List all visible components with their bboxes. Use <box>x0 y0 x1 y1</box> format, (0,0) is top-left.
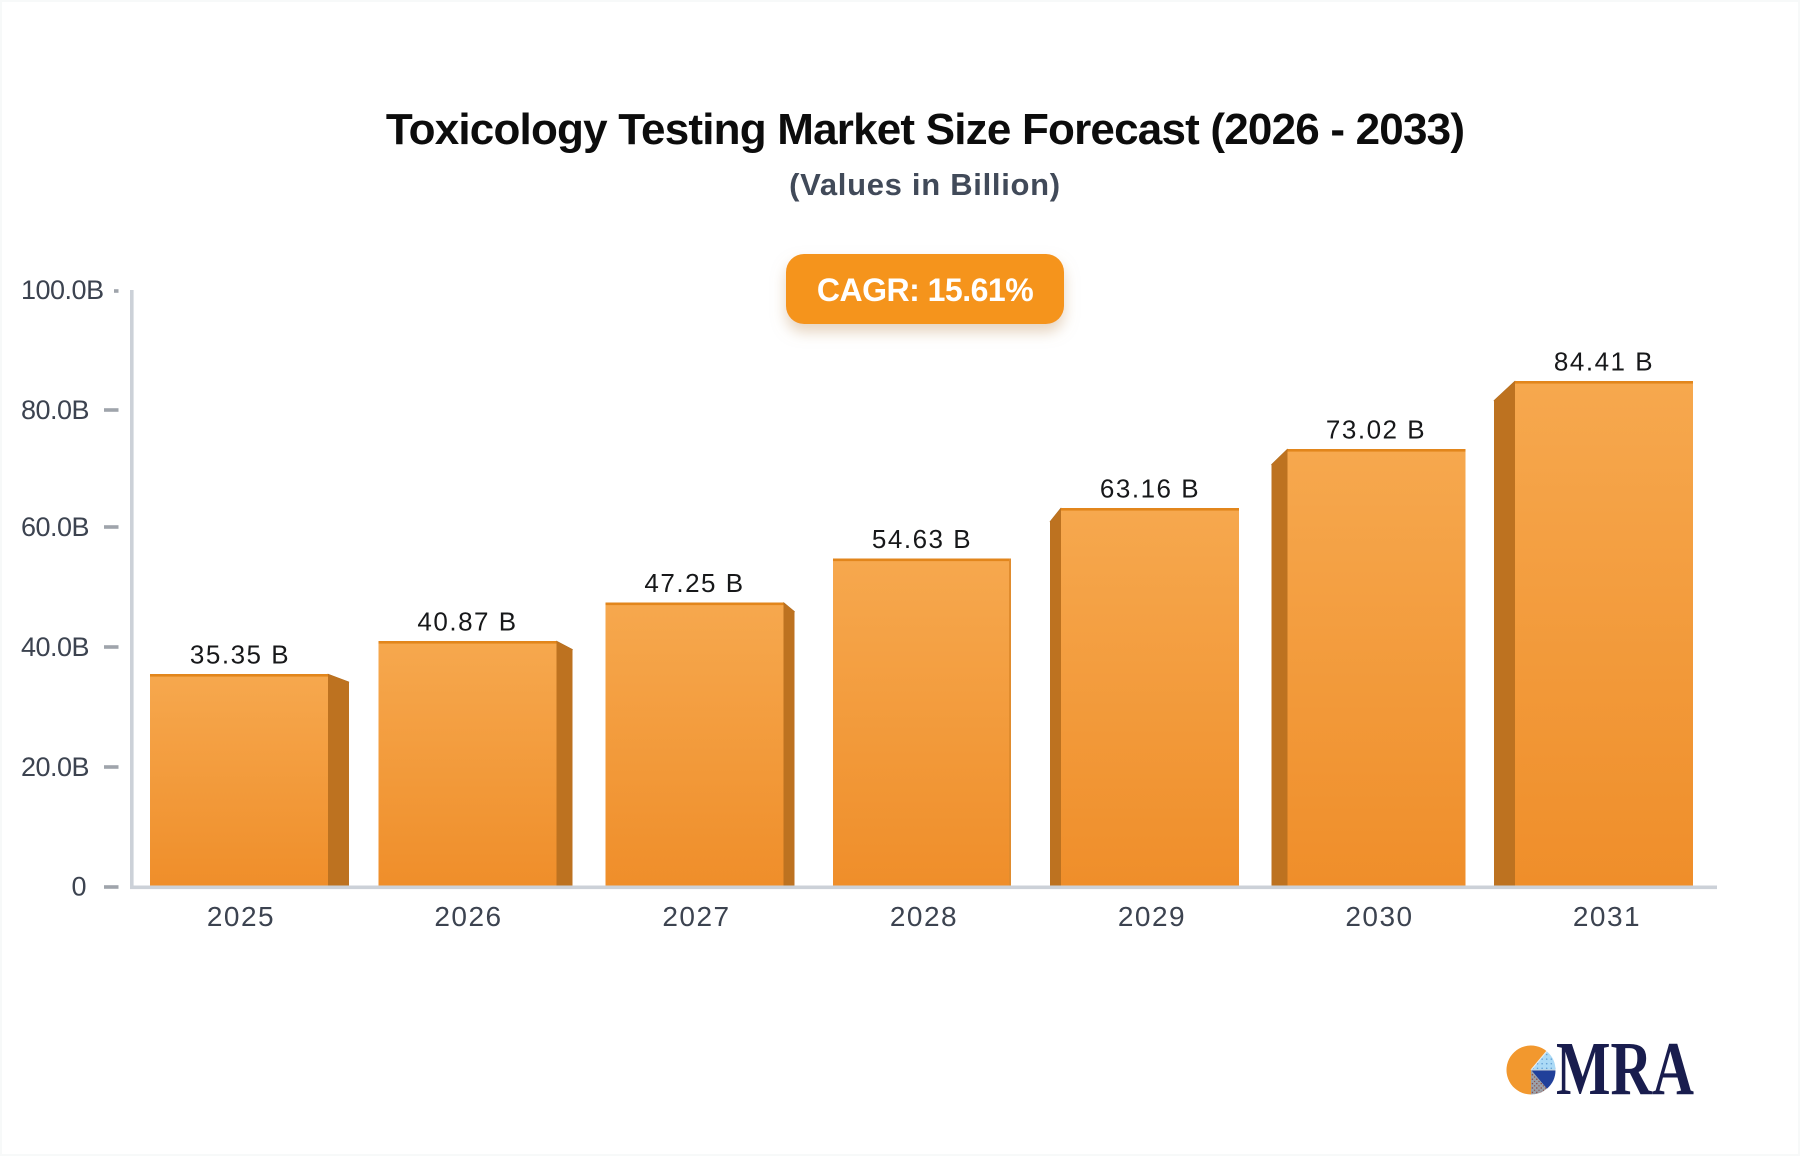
svg-text:40.0B: 40.0B <box>21 632 89 662</box>
svg-text:20.0B: 20.0B <box>21 752 89 782</box>
svg-text:2031: 2031 <box>1573 901 1641 932</box>
svg-text:2030: 2030 <box>1345 901 1413 932</box>
svg-text:0: 0 <box>72 872 87 902</box>
svg-text:63.16 B: 63.16 B <box>1100 474 1200 504</box>
svg-text:MRA: MRA <box>1556 1027 1694 1111</box>
svg-text:2027: 2027 <box>662 901 730 932</box>
svg-text:54.63 B: 54.63 B <box>872 524 972 554</box>
svg-text:35.35 B: 35.35 B <box>190 640 290 670</box>
svg-text:100.0B: 100.0B <box>21 275 104 305</box>
svg-text:84.41 B: 84.41 B <box>1554 347 1654 377</box>
svg-text:73.02 B: 73.02 B <box>1326 415 1426 445</box>
svg-text:2026: 2026 <box>434 901 502 932</box>
svg-text:2028: 2028 <box>890 901 958 932</box>
svg-text:2025: 2025 <box>207 901 275 932</box>
svg-text:40.87 B: 40.87 B <box>417 607 517 637</box>
svg-text:80.0B: 80.0B <box>21 395 89 425</box>
svg-text:(Values in Billion): (Values in Billion) <box>789 167 1061 202</box>
svg-text:2029: 2029 <box>1118 901 1186 932</box>
svg-text:CAGR: 15.61%: CAGR: 15.61% <box>817 272 1033 308</box>
svg-text:47.25 B: 47.25 B <box>644 568 744 598</box>
svg-text:Toxicology Testing Market Size: Toxicology Testing Market Size Forecast … <box>386 105 1464 154</box>
svg-text:60.0B: 60.0B <box>21 512 89 542</box>
